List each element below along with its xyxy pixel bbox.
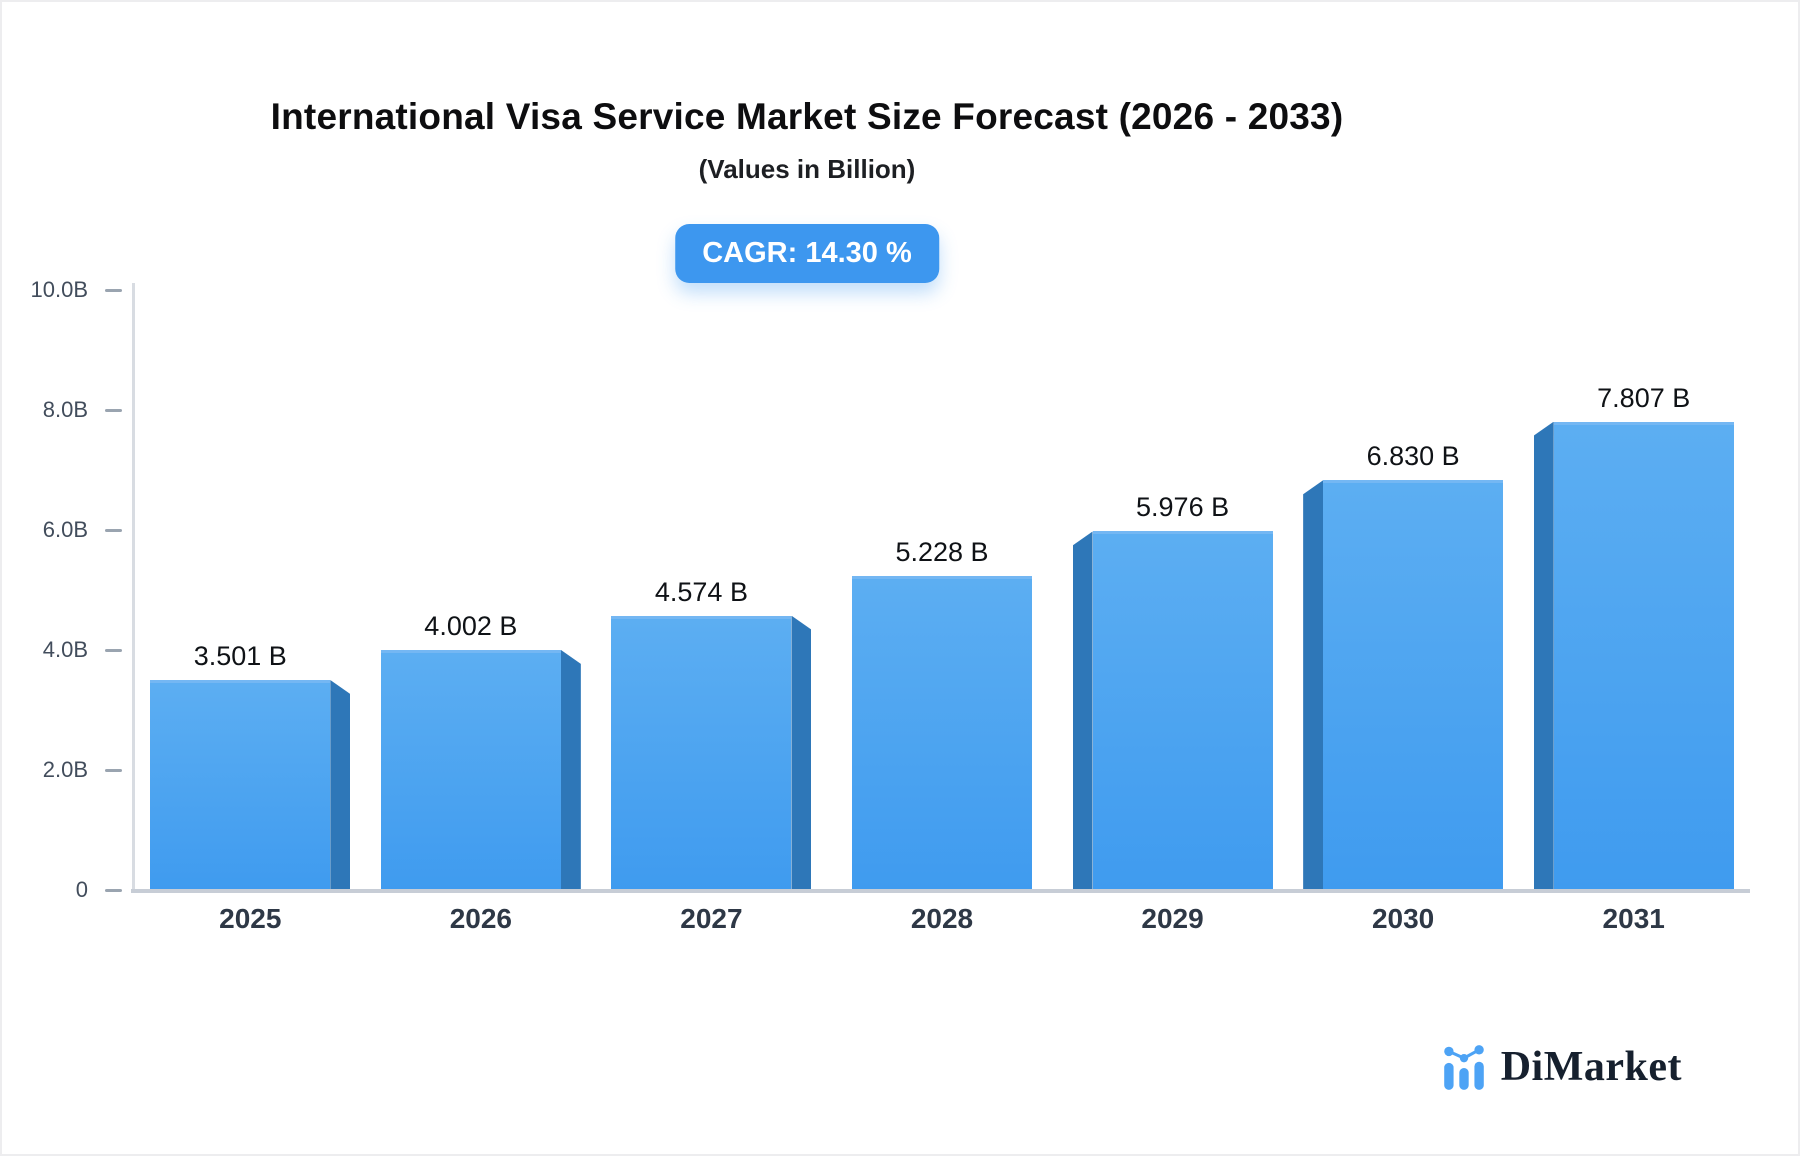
bar-face: 5.228 B <box>852 537 1032 890</box>
y-axis: 0 2.0B 4.0B 6.0B 8.0B 10.0B <box>2 2 135 1154</box>
y-tick-0: 0 <box>2 877 122 903</box>
bar-value-label: 4.574 B <box>654 576 748 607</box>
x-tick-label-2026: 2026 <box>449 903 512 934</box>
cagr-badge: CAGR: 14.30 % <box>675 224 939 283</box>
y-tick-dash <box>105 648 122 652</box>
bar-face: 4.574 B <box>611 577 792 890</box>
bars-layer: 3.501 B 4.002 B 4.574 B 5.228 B 5.976 B 6.830… <box>135 290 1749 890</box>
y-tick-label: 10.0B <box>30 277 89 302</box>
bar-face: 7.807 B <box>1553 383 1734 890</box>
bar-side-face <box>1533 421 1554 890</box>
y-tick-label: 6.0B <box>42 517 88 542</box>
bar-2029: 5.976 B <box>1072 492 1273 890</box>
bar-value-label: 3.501 B <box>193 640 287 671</box>
bar-value-label: 4.002 B <box>424 610 518 641</box>
y-tick-2.0B: 2.0B <box>2 757 122 783</box>
bar-side-face <box>330 679 351 890</box>
y-tick-dash <box>105 888 122 892</box>
bar-2026: 4.002 B <box>380 611 581 890</box>
x-tick-label-2031: 2031 <box>1602 903 1665 934</box>
y-tick-dash <box>105 768 122 772</box>
bar-value-label: 5.228 B <box>895 537 989 568</box>
bar-side-face <box>560 649 581 890</box>
bar-side-face <box>791 615 812 890</box>
bar-face: 6.830 B <box>1323 441 1504 890</box>
y-tick-4.0B: 4.0B <box>2 637 122 663</box>
x-tick-label-2025: 2025 <box>219 903 282 934</box>
bar-value-label: 7.807 B <box>1597 382 1691 413</box>
y-tick-label: 8.0B <box>42 397 88 422</box>
bar-face: 5.976 B <box>1092 492 1273 890</box>
chart-header: International Visa Service Market Size F… <box>2 2 1612 185</box>
x-tick-label-2027: 2027 <box>680 903 743 934</box>
bar-2031: 7.807 B <box>1533 383 1734 890</box>
y-tick-label: 4.0B <box>42 637 88 662</box>
y-tick-dash <box>105 528 122 532</box>
chart-title: International Visa Service Market Size F… <box>270 96 1344 137</box>
bar-2027: 4.574 B <box>611 577 812 890</box>
bar-chart-logo-icon <box>1443 1045 1484 1090</box>
y-tick-10.0B: 10.0B <box>2 277 122 303</box>
plot-area: 3.501 B 4.002 B 4.574 B 5.228 B 5.976 B 6.830… <box>131 283 1750 893</box>
y-tick-label: 2.0B <box>42 757 88 782</box>
bar-face: 4.002 B <box>380 611 561 890</box>
bar-2028: 5.228 B <box>852 537 1032 890</box>
x-tick-label-2030: 2030 <box>1371 903 1435 934</box>
bar-value-label: 5.976 B <box>1136 492 1230 523</box>
bar-side-face <box>1303 480 1324 890</box>
y-tick-dash <box>105 408 122 412</box>
chart-subtitle: (Values in Billion) <box>698 154 916 184</box>
bar-2030: 6.830 B <box>1303 441 1504 890</box>
x-axis-baseline <box>131 889 1750 893</box>
dimarket-logo: DiMarket <box>1439 1042 1682 1092</box>
y-tick-6.0B: 6.0B <box>2 517 122 543</box>
y-tick-label: 0 <box>75 877 88 902</box>
y-axis-line <box>132 283 135 890</box>
bar-face: 3.501 B <box>150 641 331 890</box>
x-tick-label-2029: 2029 <box>1141 903 1204 934</box>
logo-text: DiMarket <box>1500 1044 1682 1090</box>
x-axis-labels: 2025 2026 2027 2028 2029 2030 2031 <box>135 903 1749 943</box>
bar-2025: 3.501 B <box>150 641 351 890</box>
x-tick-label-2028: 2028 <box>910 903 974 934</box>
bar-value-label: 6.830 B <box>1366 441 1460 472</box>
bar-side-face <box>1072 531 1093 890</box>
y-tick-8.0B: 8.0B <box>2 397 122 423</box>
y-tick-dash <box>105 288 122 292</box>
